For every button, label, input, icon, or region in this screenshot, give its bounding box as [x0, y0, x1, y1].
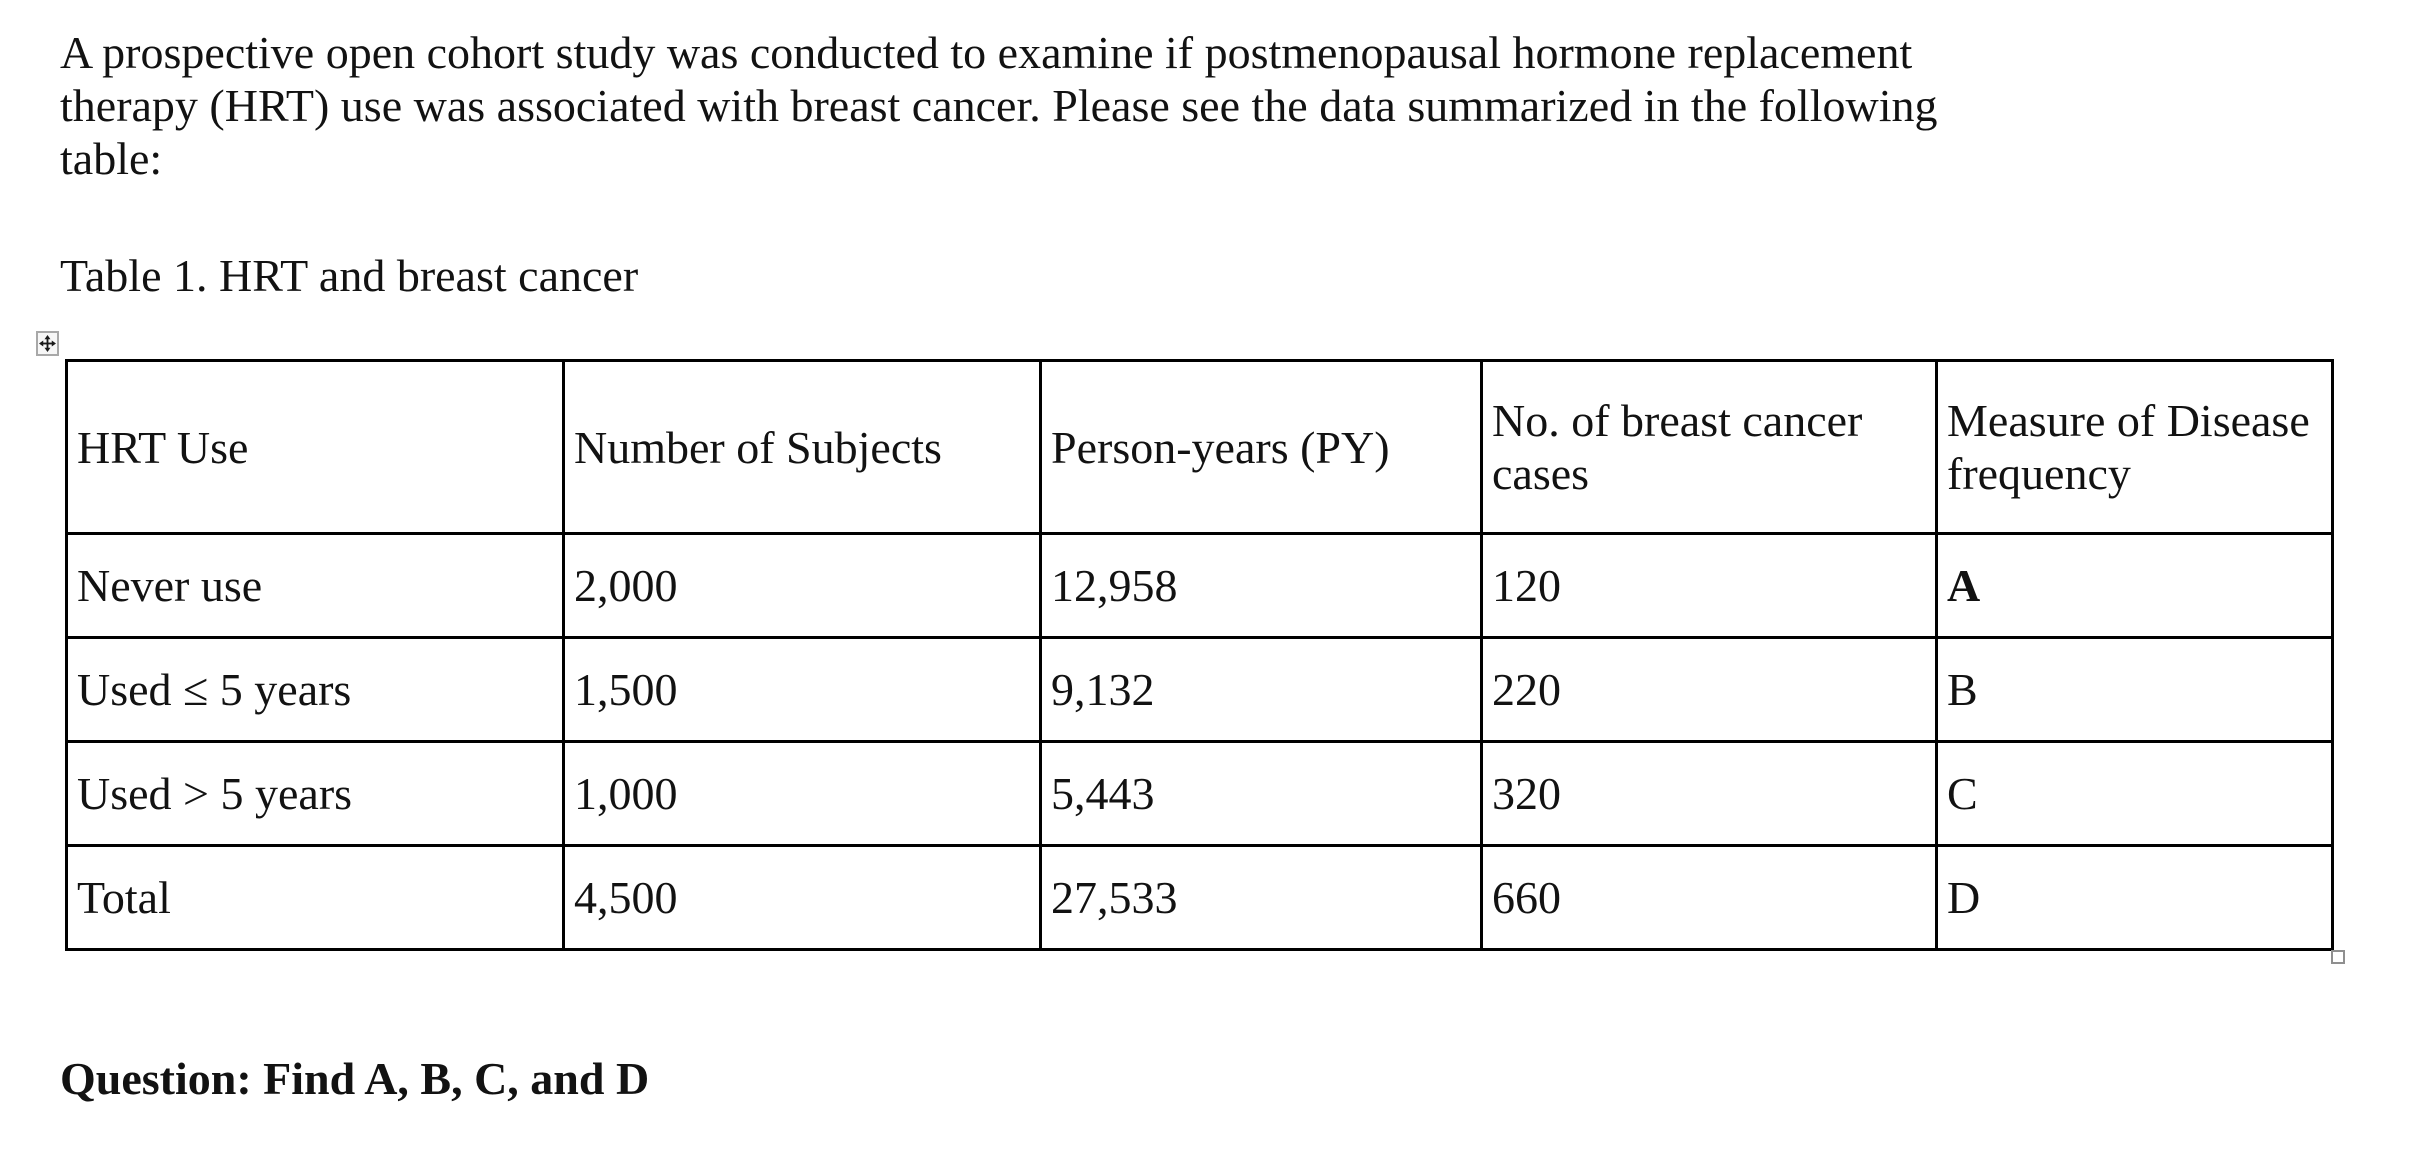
- cell-hrt-use: Used ≤ 5 years: [65, 636, 565, 743]
- table-resize-handle[interactable]: [2331, 950, 2345, 964]
- column-header-number-of-subjects: Number of Subjects: [562, 359, 1042, 535]
- cell-cases: 220: [1480, 636, 1938, 743]
- table-row-used-le-5-years: Used ≤ 5 years 1,500 9,132 220 B: [65, 636, 2334, 743]
- cell-subjects: 2,000: [562, 532, 1042, 639]
- cell-person-years: 12,958: [1039, 532, 1483, 639]
- cell-person-years: 9,132: [1039, 636, 1483, 743]
- column-header-hrt-use: HRT Use: [65, 359, 565, 535]
- column-header-person-years: Person-years (PY): [1039, 359, 1483, 535]
- column-header-breast-cancer-cases: No. of breast cancer cases: [1480, 359, 1938, 535]
- cell-measure-a: A: [1935, 532, 2334, 639]
- table-move-handle[interactable]: [36, 331, 59, 356]
- cell-hrt-use: Used > 5 years: [65, 740, 565, 847]
- cell-cases: 660: [1480, 844, 1938, 951]
- cell-subjects: 1,000: [562, 740, 1042, 847]
- hrt-breast-cancer-table: HRT Use Number of Subjects Person-years …: [65, 359, 2334, 951]
- cell-hrt-use: Total: [65, 844, 565, 951]
- cell-hrt-use: Never use: [65, 532, 565, 639]
- cell-measure-b: B: [1935, 636, 2334, 743]
- table-caption: Table 1. HRT and breast cancer: [60, 250, 639, 301]
- cell-person-years: 5,443: [1039, 740, 1483, 847]
- table-header-row: HRT Use Number of Subjects Person-years …: [65, 359, 2334, 535]
- cell-measure-d: D: [1935, 844, 2334, 951]
- cell-measure-c: C: [1935, 740, 2334, 847]
- cell-cases: 320: [1480, 740, 1938, 847]
- cell-cases: 120: [1480, 532, 1938, 639]
- cell-subjects: 4,500: [562, 844, 1042, 951]
- table-row-used-gt-5-years: Used > 5 years 1,000 5,443 320 C: [65, 740, 2334, 847]
- question-text: Question: Find A, B, C, and D: [60, 1053, 650, 1104]
- table-row-never-use: Never use 2,000 12,958 120 A: [65, 532, 2334, 639]
- cell-subjects: 1,500: [562, 636, 1042, 743]
- intro-paragraph: A prospective open cohort study was cond…: [60, 27, 1938, 184]
- table-row-total: Total 4,500 27,533 660 D: [65, 844, 2334, 951]
- cell-person-years: 27,533: [1039, 844, 1483, 951]
- column-header-measure-of-disease-frequency: Measure of Disease frequency: [1935, 359, 2334, 535]
- move-cross-icon: [39, 335, 56, 352]
